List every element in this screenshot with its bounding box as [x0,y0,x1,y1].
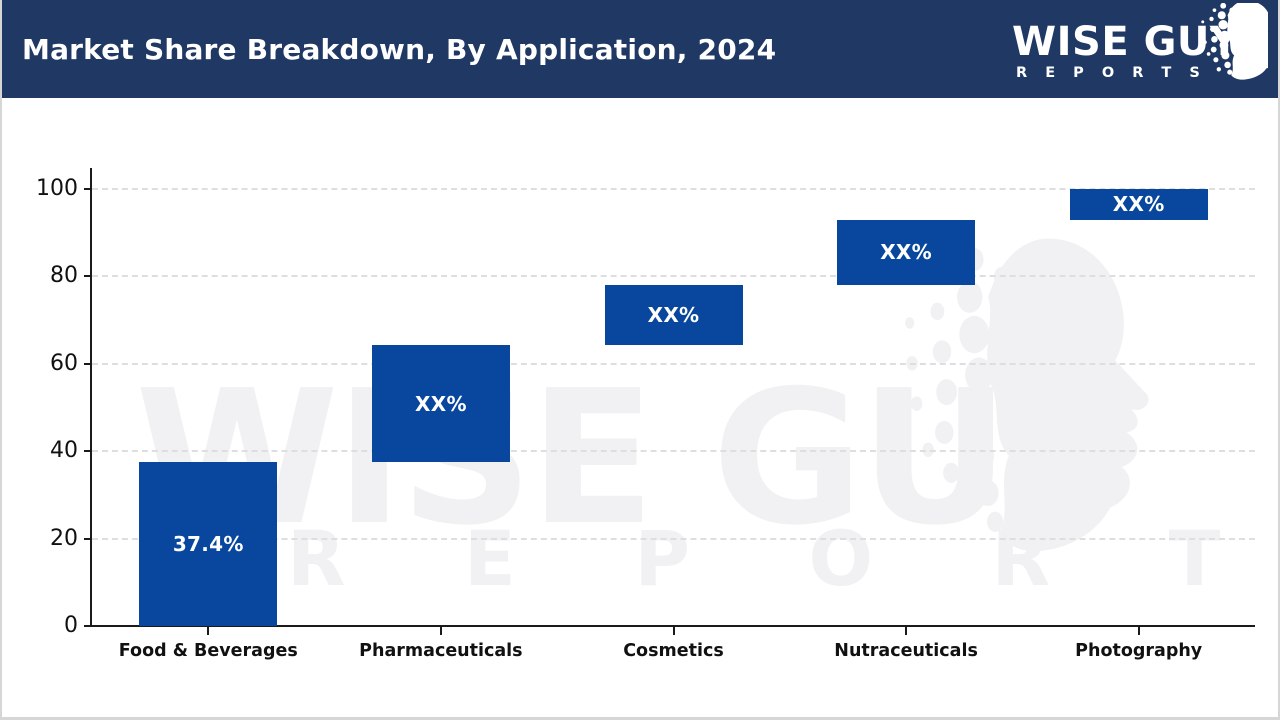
x-axis-line [90,625,1255,627]
y-axis-tick-label: 80 [50,263,78,288]
y-axis-tick-label: 20 [50,525,78,551]
bar-value-label: XX% [1112,192,1165,217]
waterfall-bar: XX% [371,345,510,463]
x-axis-category-label: Photography [1075,641,1203,661]
bar-value-label: XX% [880,240,932,265]
y-axis-tick [84,275,92,277]
bar-value-label: XX% [647,302,700,327]
y-axis-tick-label: 100 [36,175,78,201]
logo-text: WISE GUY [1012,19,1240,65]
x-axis-tick [672,627,675,635]
watermark-subtext: R E P O R T S [287,514,1278,603]
header: Market Share Breakdown, By Application, … [2,0,1278,98]
x-axis-tick [905,627,908,635]
y-axis-tick [84,537,92,540]
gridline [92,450,1255,452]
waterfall-bar: XX% [1069,188,1208,220]
waterfall-bar: 37.4% [139,462,278,626]
y-axis-tick [84,362,92,365]
gridline [92,275,1255,277]
x-axis-category-label: Food & Beverages [118,641,298,661]
x-axis-tick [1137,627,1140,635]
y-axis-tick-label: 40 [50,438,78,463]
watermark: WISE GUY R E P O R T S [2,98,1278,717]
y-axis-tick [84,625,92,627]
bar-value-label: XX% [415,391,467,416]
y-axis-tick [84,450,92,452]
waterfall-bar: XX% [837,220,976,285]
logo: WISE GUY R E P O R T S [1010,0,1278,95]
x-axis-category-label: Nutraceuticals [834,641,978,661]
gridline [92,362,1255,365]
bar-value-label: 37.4% [172,532,244,557]
x-axis-category-label: Pharmaceuticals [359,641,523,661]
gridline [92,187,1255,190]
y-axis-tick-label: 0 [64,613,78,638]
x-axis-tick [439,627,442,635]
y-axis-tick-label: 60 [50,350,78,376]
waterfall-bar: XX% [604,284,743,346]
x-axis-category-label: Cosmetics [623,641,724,661]
logo-subtext: R E P O R T S [1016,65,1206,81]
gridline [92,537,1255,540]
y-axis-tick [84,187,92,190]
wise-guy-logo-icon: WISE GUY R E P O R T S [1012,0,1278,81]
page-title: Market Share Breakdown, By Application, … [22,32,777,66]
x-axis-tick [207,627,210,635]
y-axis-line [90,168,92,627]
